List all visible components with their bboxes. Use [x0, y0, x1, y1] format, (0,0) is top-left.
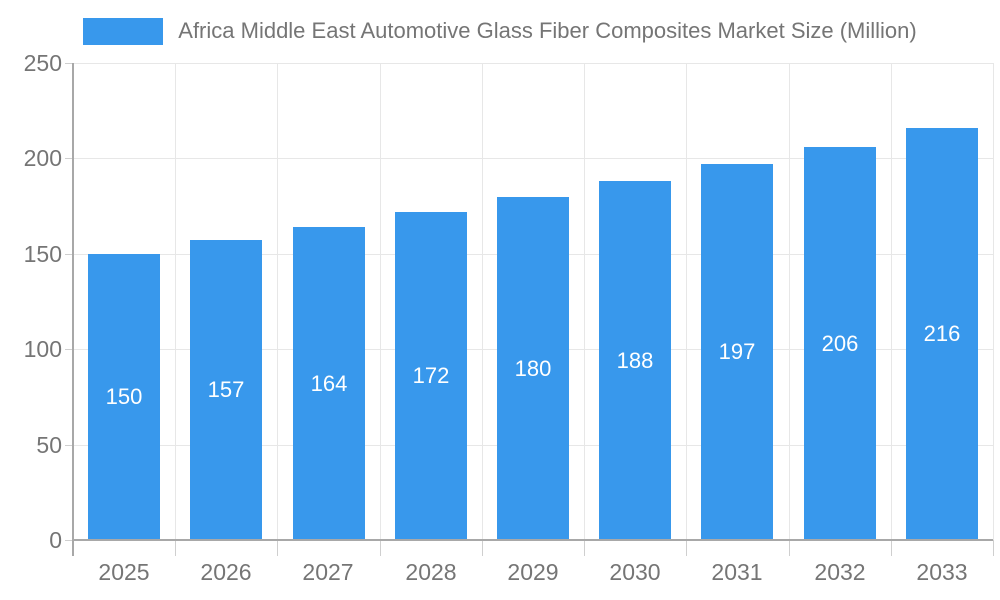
x-axis-label-2030: 2030 [609, 559, 661, 585]
x-axis-label-2029: 2029 [507, 559, 559, 585]
y-tick-0 [65, 540, 73, 541]
y-tick-200 [65, 158, 73, 159]
x-gridline-5 [584, 63, 585, 540]
y-tick-100 [65, 349, 73, 350]
y-gridline-250 [73, 63, 993, 64]
x-tick-8 [891, 540, 892, 556]
x-gridline-4 [482, 63, 483, 540]
plot-area: 0 50 100 150 200 250 150 2025 157 2026 164 2027 172 2… [24, 50, 994, 585]
x-tick-1 [175, 540, 176, 556]
x-tick-6 [686, 540, 687, 556]
y-axis-label-100: 100 [23, 336, 62, 362]
x-gridline-9 [993, 63, 994, 540]
bar-2027[interactable]: 164 [293, 227, 365, 540]
bar-value-label-2033: 216 [923, 321, 961, 346]
bar-2033[interactable]: 216 [906, 128, 978, 540]
bar-value-label-2029: 180 [514, 355, 552, 381]
x-gridline-8 [891, 63, 892, 540]
y-axis-label-250: 250 [23, 50, 62, 76]
legend-swatch-icon [83, 17, 164, 45]
x-axis-label-2026: 2026 [200, 559, 252, 585]
bar-value-label-2028: 172 [412, 363, 450, 388]
x-axis-label-2033: 2033 [916, 559, 968, 585]
y-tick-150 [65, 254, 73, 255]
y-tick-50 [65, 445, 73, 446]
y-axis-label-50: 50 [36, 432, 62, 458]
bar-2030[interactable]: 188 [599, 181, 671, 540]
x-tick-5 [584, 540, 585, 556]
bar-2029[interactable]: 180 [497, 197, 569, 540]
x-tick-2 [277, 540, 278, 556]
bar-2031[interactable]: 197 [701, 164, 773, 540]
bar-value-label-2032: 206 [821, 330, 859, 356]
bar-2025[interactable]: 150 [88, 254, 160, 540]
x-gridline-1 [175, 63, 176, 540]
legend-item-market-size[interactable]: Africa Middle East Automotive Glass Fibe… [83, 17, 917, 45]
bar-2026[interactable]: 157 [190, 240, 262, 540]
bar-value-label-2030: 188 [616, 347, 654, 373]
x-axis-label-2028: 2028 [405, 559, 457, 585]
x-axis-line [73, 539, 993, 541]
x-axis-label-2025: 2025 [98, 559, 150, 585]
y-gridline-200 [73, 158, 993, 159]
bar-2032[interactable]: 206 [804, 147, 876, 540]
y-axis-line [72, 63, 74, 556]
x-gridline-3 [380, 63, 381, 540]
bar-value-label-2026: 157 [207, 377, 245, 402]
x-axis-label-2032: 2032 [814, 559, 866, 585]
x-axis-label-2027: 2027 [302, 559, 354, 585]
x-gridline-2 [277, 63, 278, 540]
x-axis-label-2031: 2031 [711, 559, 763, 585]
x-gridline-6 [686, 63, 687, 540]
bar-value-label-2027: 164 [310, 370, 348, 396]
bar-value-label-2031: 197 [718, 339, 756, 364]
chart-legend: Africa Middle East Automotive Glass Fibe… [0, 8, 1000, 54]
legend-label: Africa Middle East Automotive Glass Fibe… [178, 18, 917, 43]
bar-2028[interactable]: 172 [395, 212, 467, 540]
x-tick-9 [993, 540, 994, 556]
y-tick-250 [65, 63, 73, 64]
x-gridline-7 [789, 63, 790, 540]
bar-value-label-2025: 150 [105, 384, 143, 409]
y-axis-label-0: 0 [49, 527, 62, 553]
x-tick-3 [380, 540, 381, 556]
x-tick-7 [789, 540, 790, 556]
y-axis-label-200: 200 [23, 145, 62, 171]
x-tick-4 [482, 540, 483, 556]
y-axis-label-150: 150 [23, 241, 62, 267]
